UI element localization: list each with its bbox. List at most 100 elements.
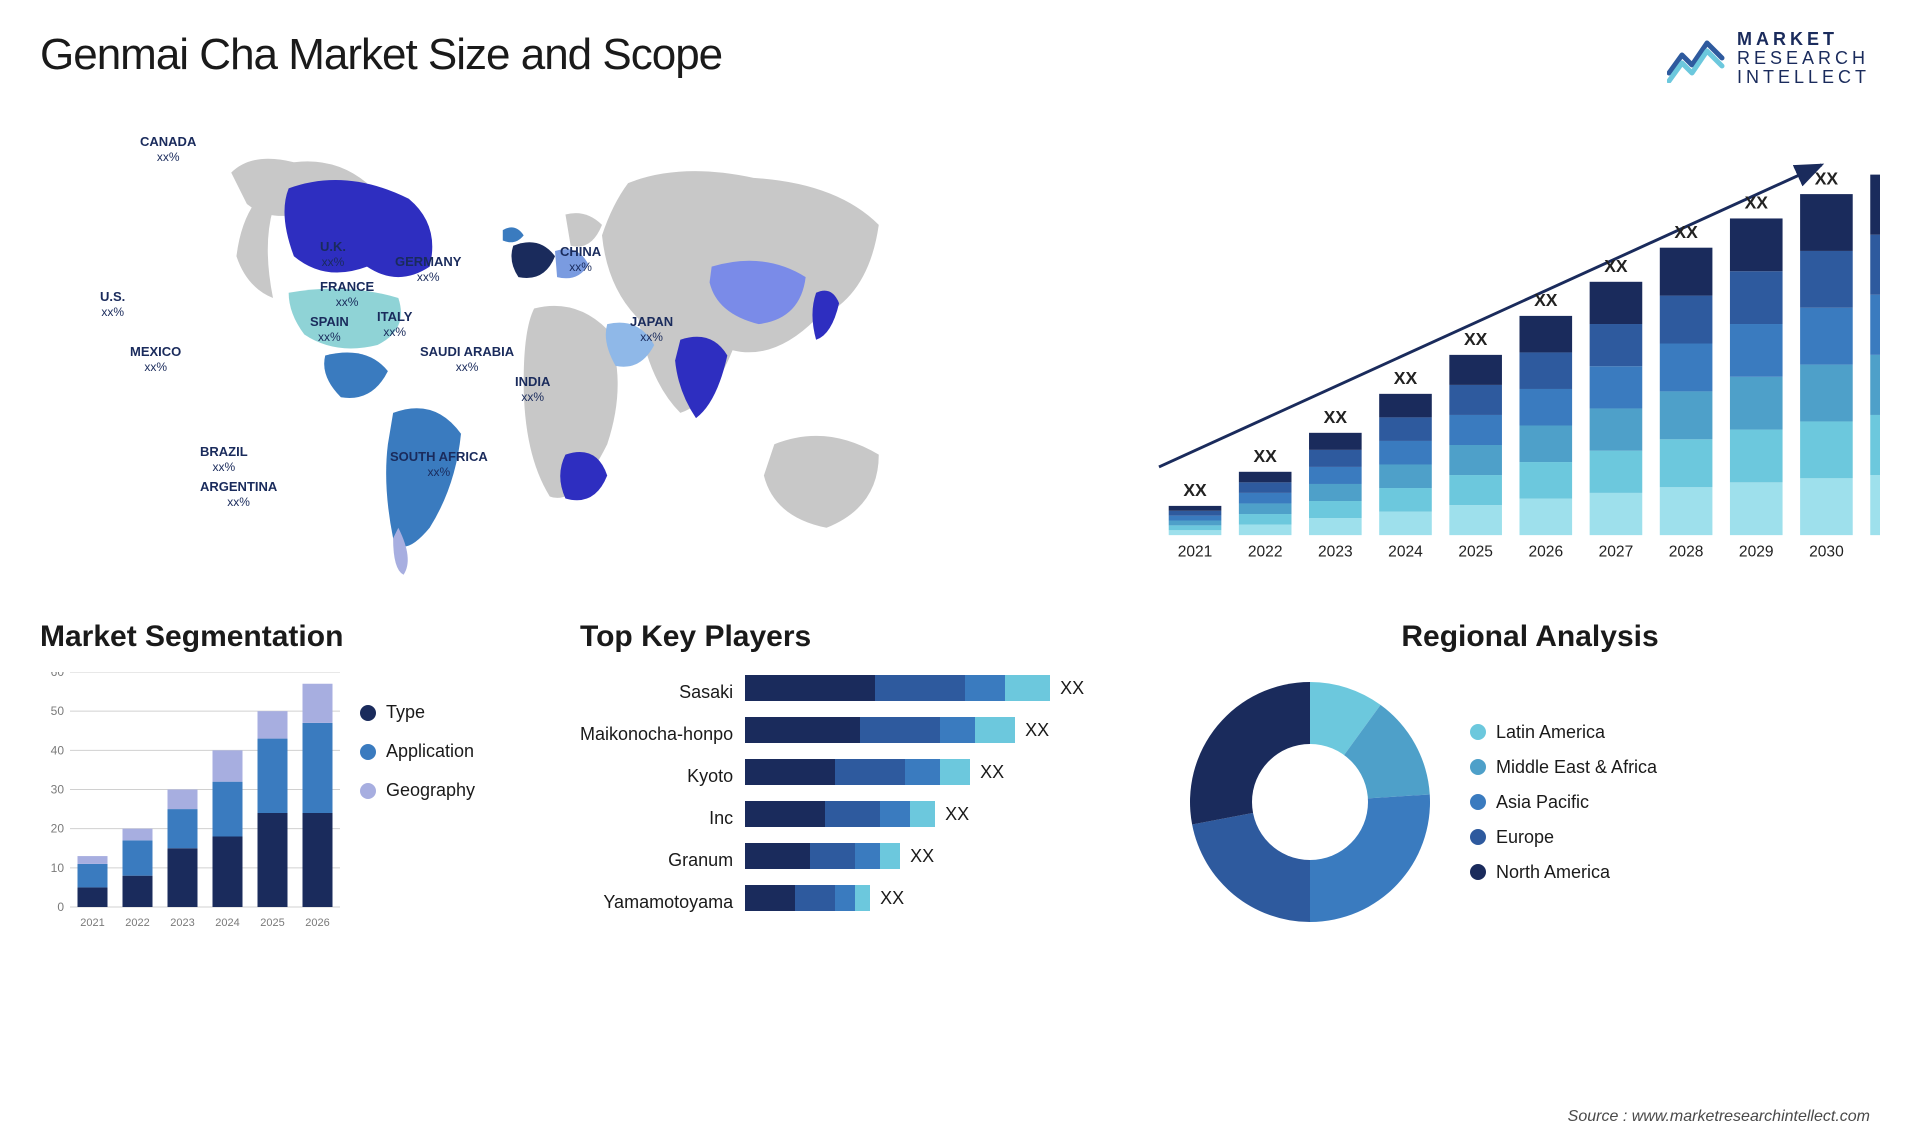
- reg-legend-europe: Europe: [1470, 827, 1657, 848]
- svg-text:2028: 2028: [1669, 544, 1704, 561]
- players-labels: Sasaki Maikonocha-honpo Kyoto Inc Granum Yama…: [580, 672, 733, 918]
- player-row: XX: [745, 798, 1140, 830]
- player-bar: [745, 843, 900, 869]
- player-value: XX: [1060, 678, 1084, 699]
- players-title: Top Key Players: [580, 620, 1140, 654]
- regional-title: Regional Analysis: [1180, 620, 1880, 654]
- world-map-icon: [40, 110, 1070, 580]
- svg-text:2026: 2026: [305, 917, 329, 929]
- player-row: XX: [745, 672, 1140, 704]
- map-label-uk: U.K.xx%: [320, 240, 346, 270]
- map-label-china: CHINAxx%: [560, 245, 601, 275]
- player-row: XX: [745, 840, 1140, 872]
- player-bar: [745, 717, 1015, 743]
- map-label-southafrica: SOUTH AFRICAxx%: [390, 450, 488, 480]
- svg-text:2026: 2026: [1528, 544, 1563, 561]
- map-label-argentina: ARGENTINAxx%: [200, 480, 277, 510]
- svg-text:XX: XX: [1745, 193, 1769, 213]
- map-label-italy: ITALYxx%: [377, 310, 412, 340]
- player-label-kyoto: Kyoto: [687, 760, 733, 792]
- player-bar: [745, 801, 935, 827]
- regional-legend: Latin America Middle East & Africa Asia Pa…: [1470, 722, 1657, 883]
- svg-text:2021: 2021: [80, 917, 104, 929]
- svg-text:2023: 2023: [1318, 544, 1353, 561]
- logo-text-3: INTELLECT: [1737, 68, 1870, 87]
- svg-text:2022: 2022: [125, 917, 149, 929]
- map-label-brazil: BRAZILxx%: [200, 445, 248, 475]
- svg-text:XX: XX: [1604, 256, 1628, 276]
- reg-legend-middleeastafrica: Middle East & Africa: [1470, 757, 1657, 778]
- player-label-maikonochahonpo: Maikonocha-honpo: [580, 718, 733, 750]
- source-text: Source : www.marketresearchintellect.com: [1568, 1108, 1870, 1126]
- map-label-spain: SPAINxx%: [310, 315, 349, 345]
- svg-text:10: 10: [51, 861, 65, 875]
- player-bar: [745, 675, 1050, 701]
- regional-panel: Regional Analysis Latin America Middle Ea…: [1180, 620, 1880, 962]
- growth-bar-chart: 2021 XX 2022 XX 2023 XX 2024 XX 2025 XX 2026 XX 2027…: [1120, 120, 1880, 580]
- regional-donut-chart: [1180, 672, 1440, 932]
- player-row: XX: [745, 756, 1140, 788]
- player-row: XX: [745, 714, 1140, 746]
- svg-text:XX: XX: [1324, 407, 1348, 427]
- svg-text:0: 0: [57, 900, 64, 914]
- svg-text:XX: XX: [1183, 480, 1207, 500]
- segmentation-legend: Type Application Geography: [360, 672, 475, 962]
- logo-mark-icon: [1667, 33, 1727, 83]
- segmentation-panel: Market Segmentation 01020304050602021202…: [40, 620, 540, 962]
- svg-text:20: 20: [51, 822, 65, 836]
- player-label-yamamotoyama: Yamamotoyama: [603, 886, 733, 918]
- player-value: XX: [910, 846, 934, 867]
- players-panel: Top Key Players Sasaki Maikonocha-honpo Ky…: [580, 620, 1140, 962]
- svg-text:2022: 2022: [1248, 544, 1283, 561]
- map-label-france: FRANCExx%: [320, 280, 374, 310]
- players-bars: XX XX XX XX XX XX: [745, 672, 1140, 918]
- growth-chart-panel: 2021 XX 2022 XX 2023 XX 2024 XX 2025 XX 2026 XX 2027…: [1120, 110, 1880, 580]
- map-label-india: INDIAxx%: [515, 375, 550, 405]
- svg-text:2021: 2021: [1178, 544, 1213, 561]
- svg-text:2025: 2025: [1458, 544, 1493, 561]
- svg-text:2027: 2027: [1599, 544, 1634, 561]
- player-label-inc: Inc: [709, 802, 733, 834]
- seg-legend-geography: Geography: [360, 780, 475, 801]
- svg-text:2029: 2029: [1739, 544, 1774, 561]
- player-value: XX: [1025, 720, 1049, 741]
- map-label-canada: CANADAxx%: [140, 135, 196, 165]
- svg-text:2024: 2024: [1388, 544, 1423, 561]
- svg-text:2030: 2030: [1809, 544, 1844, 561]
- logo-text-2: RESEARCH: [1737, 49, 1870, 68]
- svg-text:2025: 2025: [260, 917, 284, 929]
- player-label-sasaki: Sasaki: [679, 676, 733, 708]
- player-bar: [745, 759, 970, 785]
- svg-text:XX: XX: [1464, 329, 1488, 349]
- segmentation-title: Market Segmentation: [40, 620, 540, 654]
- svg-text:XX: XX: [1253, 446, 1277, 466]
- brand-logo: MARKET RESEARCH INTELLECT: [1667, 30, 1870, 87]
- svg-text:2024: 2024: [215, 917, 239, 929]
- svg-text:2031: 2031: [1879, 544, 1880, 561]
- svg-text:60: 60: [51, 672, 65, 679]
- logo-text-1: MARKET: [1737, 30, 1870, 49]
- svg-text:2023: 2023: [170, 917, 194, 929]
- seg-legend-type: Type: [360, 702, 475, 723]
- reg-legend-latinamerica: Latin America: [1470, 722, 1657, 743]
- player-bar: [745, 885, 870, 911]
- svg-text:40: 40: [51, 743, 65, 757]
- svg-text:XX: XX: [1534, 290, 1558, 310]
- map-label-mexico: MEXICOxx%: [130, 345, 181, 375]
- world-map-panel: CANADAxx% U.S.xx%MEXICOxx% BRAZILxx% ARGENT…: [40, 110, 1070, 580]
- map-label-us: U.S.xx%: [100, 290, 125, 320]
- map-label-germany: GERMANYxx%: [395, 255, 461, 285]
- player-value: XX: [945, 804, 969, 825]
- reg-legend-asiapacific: Asia Pacific: [1470, 792, 1657, 813]
- player-value: XX: [880, 888, 904, 909]
- map-label-japan: JAPANxx%: [630, 315, 673, 345]
- page-title: Genmai Cha Market Size and Scope: [40, 30, 1880, 80]
- svg-text:XX: XX: [1674, 222, 1698, 242]
- svg-text:30: 30: [51, 783, 65, 797]
- map-label-saudiarabia: SAUDI ARABIAxx%: [420, 345, 514, 375]
- segmentation-chart: 0102030405060202120222023202420252026: [40, 672, 340, 962]
- svg-text:XX: XX: [1815, 168, 1839, 188]
- seg-legend-application: Application: [360, 741, 475, 762]
- svg-text:XX: XX: [1394, 368, 1418, 388]
- player-label-granum: Granum: [668, 844, 733, 876]
